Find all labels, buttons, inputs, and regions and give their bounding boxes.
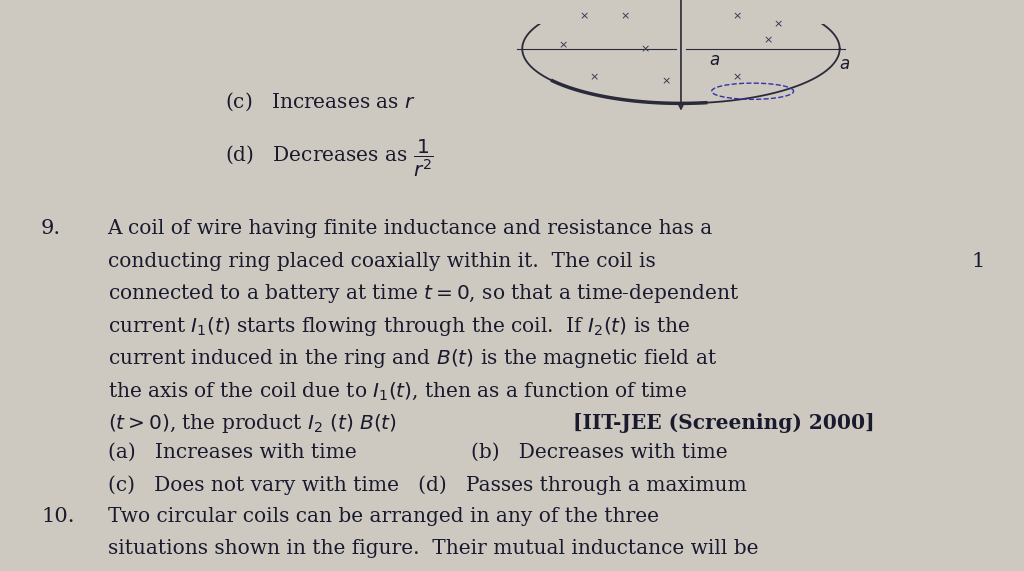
Text: (b)   Decreases with time: (b) Decreases with time: [471, 443, 728, 463]
Text: $\times$: $\times$: [732, 11, 742, 22]
Text: 10.: 10.: [41, 507, 75, 526]
Text: (d)   Decreases as $\dfrac{1}{r^{2}}$: (d) Decreases as $\dfrac{1}{r^{2}}$: [225, 137, 434, 179]
Text: connected to a battery at time $t$$=$$0$, so that a time-dependent: connected to a battery at time $t$$=$$0$…: [108, 282, 738, 305]
Text: conducting ring placed coaxially within it.  The coil is: conducting ring placed coaxially within …: [108, 252, 655, 271]
Text: (c)   Increases as $r$: (c) Increases as $r$: [225, 90, 416, 112]
Text: situations shown in the figure.  Their mutual inductance will be: situations shown in the figure. Their mu…: [108, 539, 758, 558]
Text: $\times$: $\times$: [640, 43, 650, 54]
Text: the axis of the coil due to $I_1(t)$, then as a function of time: the axis of the coil due to $I_1(t)$, th…: [108, 380, 686, 401]
Text: A coil of wire having finite inductance and resistance has a: A coil of wire having finite inductance …: [108, 219, 713, 238]
Text: $\times$: $\times$: [660, 76, 671, 86]
Text: 1: 1: [971, 252, 985, 271]
Text: Two circular coils can be arranged in any of the three: Two circular coils can be arranged in an…: [108, 507, 658, 526]
Text: $\times$: $\times$: [589, 72, 599, 82]
Text: $\times$: $\times$: [732, 72, 742, 82]
Text: $a$: $a$: [710, 53, 720, 69]
Text: current induced in the ring and $B(t)$ is the magnetic field at: current induced in the ring and $B(t)$ i…: [108, 347, 717, 370]
Text: (c)   Does not vary with time   (d)   Passes through a maximum: (c) Does not vary with time (d) Passes t…: [108, 475, 746, 495]
Text: $(t$$>$$0)$, the product $I_2$ $(t)$ $B(t)$: $(t$$>$$0)$, the product $I_2$ $(t)$ $B(…: [108, 412, 396, 435]
Text: $\times$: $\times$: [558, 39, 568, 50]
Text: current $I_1(t)$ starts flowing through the coil.  If $I_2(t)$ is the: current $I_1(t)$ starts flowing through …: [108, 315, 689, 337]
Text: $\times$: $\times$: [620, 11, 630, 22]
Text: $\times$: $\times$: [763, 35, 773, 46]
Text: $a$: $a$: [840, 57, 850, 74]
Text: $\times$: $\times$: [579, 11, 589, 22]
Text: 9.: 9.: [41, 219, 61, 238]
Text: (a)   Increases with time: (a) Increases with time: [108, 443, 356, 463]
Text: $\times$: $\times$: [773, 19, 783, 30]
Text: [IIT-JEE (Screening) 2000]: [IIT-JEE (Screening) 2000]: [573, 413, 876, 433]
